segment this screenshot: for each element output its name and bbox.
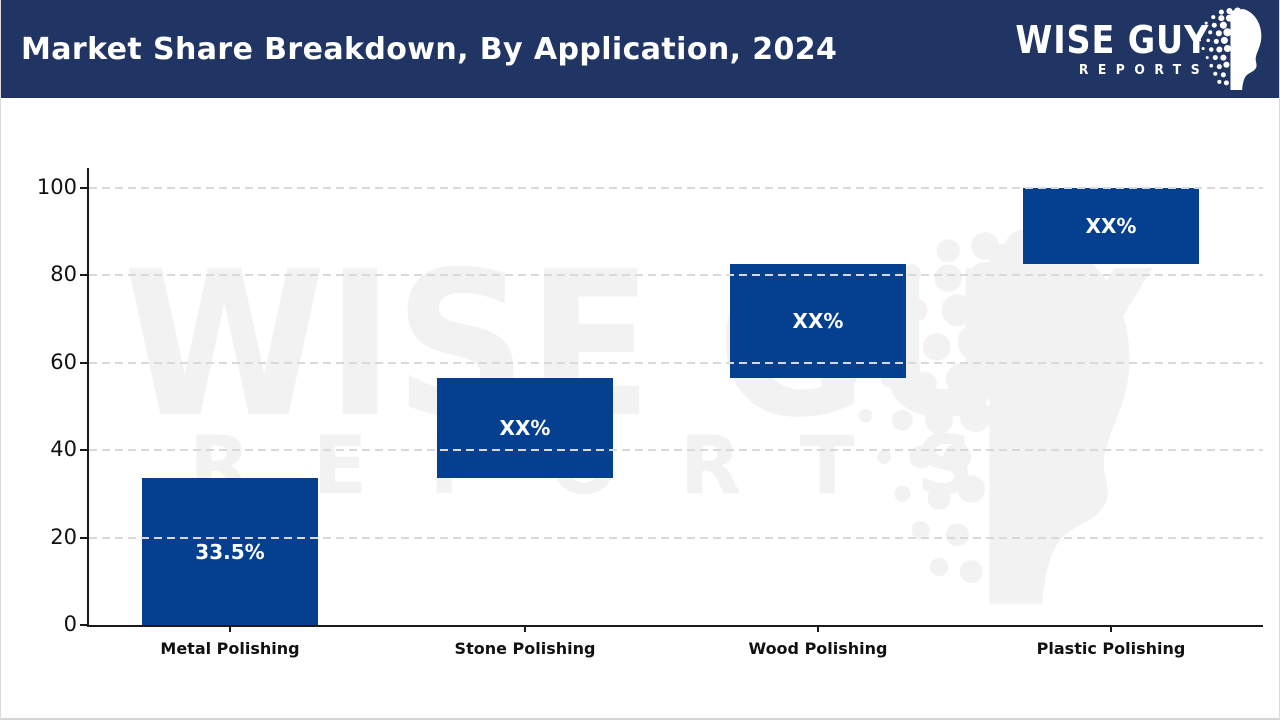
x-axis-category-label: Metal Polishing bbox=[160, 639, 300, 658]
gridline-y80 bbox=[89, 274, 1263, 276]
gridline-y20 bbox=[89, 536, 1263, 539]
x-axis-category-label: Wood Polishing bbox=[748, 639, 888, 658]
bar-wood-polishing: XX% bbox=[730, 264, 906, 378]
bar-value-label: XX% bbox=[499, 416, 551, 441]
bar-value-label: 33.5% bbox=[195, 539, 265, 564]
gridline-y60 bbox=[89, 361, 1263, 364]
y-axis-tick-label-80: 80 bbox=[50, 262, 77, 286]
x-axis-category-label: Plastic Polishing bbox=[1036, 639, 1186, 658]
y-axis-tick-80 bbox=[80, 274, 88, 276]
logo-text: WISE GUY REPORTS bbox=[989, 21, 1209, 78]
y-axis-tick-100 bbox=[80, 186, 88, 189]
y-axis-line bbox=[87, 168, 89, 627]
y-axis-tick-label-100: 100 bbox=[36, 174, 77, 199]
wiseguy-logo: WISE GUY REPORTS bbox=[989, 0, 1271, 98]
bar-metal-polishing: 33.5% bbox=[142, 478, 318, 625]
x-axis-tick-4 bbox=[1110, 627, 1112, 632]
x-axis-tick-1 bbox=[229, 627, 231, 632]
y-axis-tick-label-0: 0 bbox=[63, 612, 77, 636]
x-axis-tick-2 bbox=[524, 627, 526, 632]
bar-stone-polishing: XX% bbox=[437, 377, 613, 479]
y-axis-tick-40 bbox=[80, 449, 88, 451]
gridline-y100 bbox=[89, 186, 1263, 189]
logo-subtext: REPORTS bbox=[1078, 62, 1209, 78]
logo-face-icon bbox=[1199, 7, 1262, 90]
bar-plastic-polishing: XX% bbox=[1023, 187, 1199, 265]
watermark-face bbox=[847, 229, 1130, 604]
y-axis-tick-60 bbox=[80, 361, 88, 364]
x-axis-category-label: Stone Polishing bbox=[454, 639, 596, 658]
bar-value-label: XX% bbox=[1085, 213, 1137, 238]
y-axis-tick-label-40: 40 bbox=[50, 437, 77, 461]
bar-value-label: XX% bbox=[792, 308, 844, 333]
chart-title: Market Share Breakdown, By Application, … bbox=[21, 31, 838, 67]
y-axis-tick-label-20: 20 bbox=[50, 524, 77, 549]
y-axis-tick-20 bbox=[80, 536, 88, 539]
y-axis-tick-label-60: 60 bbox=[50, 349, 77, 374]
logo-wordmark: WISE GUY bbox=[1015, 17, 1209, 62]
gridline-y40 bbox=[89, 449, 1263, 451]
header-banner: Market Share Breakdown, By Application, … bbox=[1, 0, 1279, 98]
y-axis-tick-0 bbox=[80, 624, 88, 626]
x-axis-line bbox=[87, 625, 1263, 627]
x-axis-tick-3 bbox=[817, 627, 819, 632]
